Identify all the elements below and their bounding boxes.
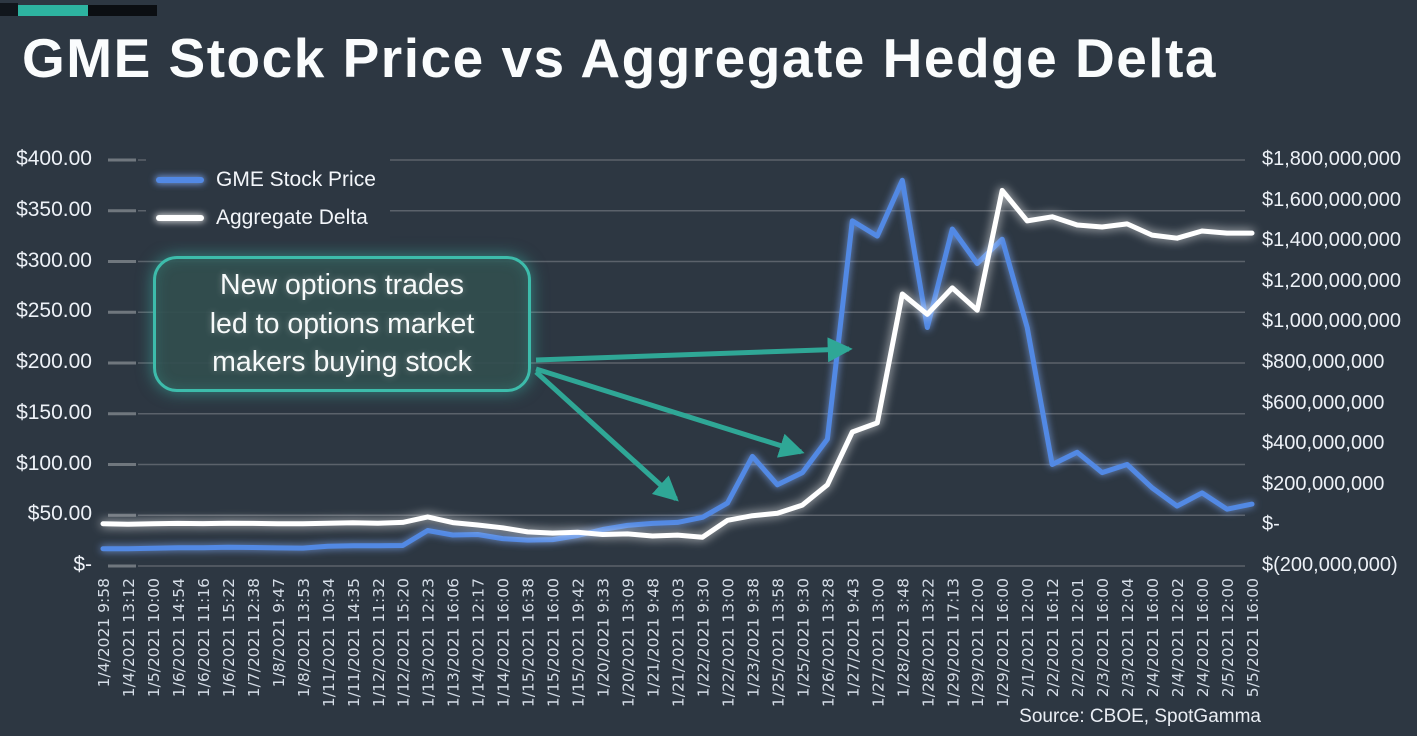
right-axis-tick-label: $600,000,000 xyxy=(1262,391,1385,414)
x-axis-tick-label: 1/25/2021 9:30 xyxy=(794,578,812,697)
top-decoration-bar xyxy=(0,3,157,16)
legend-label: Aggregate Delta xyxy=(216,206,368,229)
right-axis-tick-label: $- xyxy=(1262,513,1280,536)
x-axis-tick-label: 1/6/2021 11:16 xyxy=(195,578,213,697)
annotation-arrows xyxy=(534,337,853,502)
x-axis-tick-label: 1/20/2021 13:09 xyxy=(620,578,638,707)
x-axis-tick-label: 1/23/2021 9:38 xyxy=(744,578,762,697)
legend-item: Aggregate Delta xyxy=(156,199,376,237)
right-axis-tick-label: $1,600,000,000 xyxy=(1262,188,1402,211)
annotation-arrow xyxy=(534,370,679,502)
x-axis-tick-label: 2/2/2021 12:01 xyxy=(1069,578,1087,697)
x-axis-tick-label: 1/12/2021 11:32 xyxy=(370,578,388,707)
top-decoration-black-segment xyxy=(88,5,157,16)
x-axis-tick-label: 1/22/2021 9:30 xyxy=(694,578,712,697)
x-axis-tick-label: 2/4/2021 12:02 xyxy=(1169,578,1187,697)
right-axis-tick-label: $400,000,000 xyxy=(1262,432,1385,455)
x-axis-tick-label: 2/4/2021 16:00 xyxy=(1194,578,1212,697)
chart-legend: GME Stock Price Aggregate Delta xyxy=(146,157,390,241)
x-axis-tick-label: 1/15/2021 16:00 xyxy=(545,578,563,707)
top-decoration-teal-segment xyxy=(18,5,88,16)
annotation-arrow xyxy=(535,366,805,458)
aggregate-delta-line-swatch xyxy=(156,215,204,221)
x-axis-tick-label: 2/4/2021 16:00 xyxy=(1144,578,1162,697)
x-axis-tick-label: 1/11/2021 10:34 xyxy=(320,578,338,707)
left-axis-tick-label: $400.00 xyxy=(16,147,92,170)
top-decoration-notch xyxy=(0,3,18,16)
x-axis-tick-label: 2/2/2021 16:12 xyxy=(1044,578,1062,697)
x-axis-tick-label: 1/27/2021 13:00 xyxy=(869,578,887,707)
x-axis-tick-label: 1/26/2021 13:28 xyxy=(819,578,837,707)
right-axis-tick-label: $1,400,000,000 xyxy=(1262,229,1402,252)
annotation-text-line: New options trades xyxy=(220,268,464,301)
left-axis-tick-label: $100.00 xyxy=(16,451,92,475)
x-axis-tick-label: 1/29/2021 17:13 xyxy=(944,578,962,707)
x-axis-tick-label: 1/15/2021 16:38 xyxy=(520,578,538,707)
x-axis-tick-label: 1/15/2021 19:42 xyxy=(570,578,588,707)
left-axis-tick-label: $250.00 xyxy=(16,299,92,323)
x-axis-tick-label: 1/7/2021 12:38 xyxy=(245,578,263,697)
x-axis-tick-label: 1/5/2021 10:00 xyxy=(145,578,163,697)
legend-label: GME Stock Price xyxy=(216,168,376,191)
annotation-text-line: makers buying stock xyxy=(212,346,472,379)
left-axis-tick-label: $350.00 xyxy=(16,197,92,221)
right-axis-tick-label: $1,200,000,000 xyxy=(1262,269,1402,292)
x-axis-tick-label: 1/6/2021 14:54 xyxy=(170,578,188,697)
left-axis-tick-label: $150.00 xyxy=(16,400,92,424)
x-axis-tick-label: 1/21/2021 9:48 xyxy=(645,578,663,697)
x-axis-tick-label: 1/4/2021 13:12 xyxy=(120,578,138,697)
x-axis-tick-label: 1/20/2021 9:33 xyxy=(595,578,613,697)
x-axis-tick-label: 1/28/2021 13:22 xyxy=(919,578,937,707)
x-axis-tick-label: 1/29/2021 12:00 xyxy=(969,578,987,707)
source-note: Source: CBOE, SpotGamma xyxy=(1019,706,1261,727)
x-axis-tick-label: 2/1/2021 12:00 xyxy=(1019,578,1037,697)
x-axis-tick-label: 1/6/2021 15:22 xyxy=(220,578,238,697)
left-axis-tick-label: $200.00 xyxy=(16,350,92,373)
x-axis-tick-label: 1/13/2021 12:23 xyxy=(420,578,438,707)
annotation-text-line: led to options market xyxy=(209,307,475,340)
x-axis-tick-label: 1/21/2021 13:03 xyxy=(670,578,688,707)
x-axis-tick-label: 2/3/2021 16:00 xyxy=(1094,578,1112,697)
right-axis-tick-label: $1,000,000,000 xyxy=(1262,310,1402,333)
right-axis-tick-label: $800,000,000 xyxy=(1262,351,1385,373)
x-axis-tick-label: 1/8/2021 13:53 xyxy=(295,578,313,697)
x-axis-tick-label: 1/11/2021 14:35 xyxy=(345,578,363,707)
x-axis-tick-label: 2/5/2021 12:00 xyxy=(1219,578,1237,697)
left-axis-tick-label: $- xyxy=(73,553,92,576)
x-axis-tick-label: 1/22/2021 13:00 xyxy=(719,578,737,707)
x-axis-tick-label: 1/28/2021 3:48 xyxy=(894,578,912,697)
x-axis-tick-label: 1/4/2021 9:58 xyxy=(95,578,113,687)
x-axis-tick-label: 1/27/2021 9:43 xyxy=(844,578,862,697)
right-axis-tick-label: $(200,000,000) xyxy=(1262,554,1398,576)
x-axis-tick-label: 2/3/2021 12:04 xyxy=(1119,578,1137,697)
x-axis-tick-label: 1/14/2021 12:17 xyxy=(470,578,488,707)
left-axis-tick-label: $50.00 xyxy=(27,502,92,526)
annotation-arrow xyxy=(535,337,853,363)
x-axis-tick-label: 1/13/2021 16:06 xyxy=(445,578,463,707)
x-axis-tick-label: 1/12/2021 15:20 xyxy=(395,578,413,707)
right-axis-tick-label: $1,800,000,000 xyxy=(1262,148,1402,170)
x-axis-tick-label: 1/25/2021 13:58 xyxy=(769,578,787,707)
x-axis-tick-label: 5/5/2021 16:00 xyxy=(1244,578,1262,697)
page-title: GME Stock Price vs Aggregate Hedge Delta xyxy=(22,27,1217,89)
x-axis-tick-labels: 1/4/2021 9:58 1/4/2021 13:12 1/5/2021 10:0… xyxy=(95,578,1262,707)
legend-item: GME Stock Price xyxy=(156,161,376,199)
annotation-text: New options trades led to options market m… xyxy=(156,266,528,382)
left-axis-tick-label: $300.00 xyxy=(16,248,92,272)
x-axis-tick-label: 1/14/2021 16:00 xyxy=(495,578,513,707)
annotation-callout-box: New options trades led to options market m… xyxy=(153,256,531,392)
x-axis-tick-label: 1/29/2021 16:00 xyxy=(994,578,1012,707)
x-axis-tick-label: 1/8/2021 9:47 xyxy=(270,578,288,687)
gme-price-line-swatch xyxy=(156,177,204,183)
right-axis-tick-label: $200,000,000 xyxy=(1262,472,1385,495)
